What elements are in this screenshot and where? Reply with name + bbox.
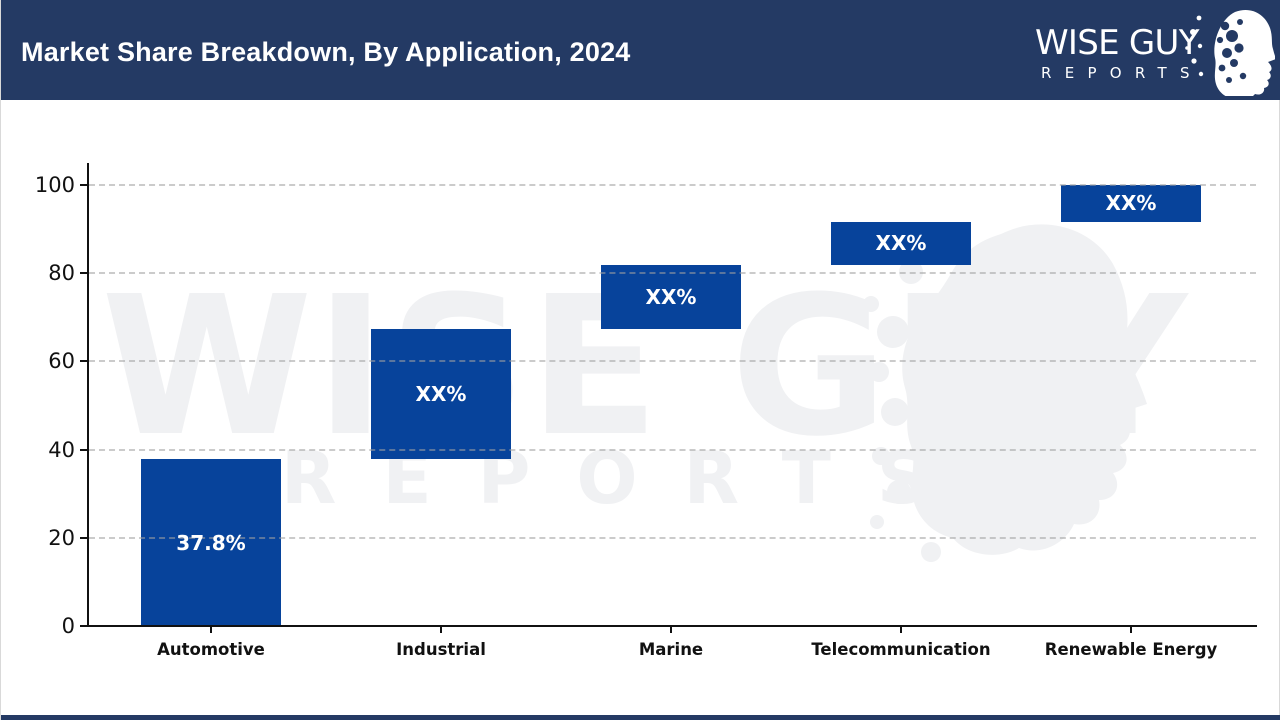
y-tick-label: 60: [48, 349, 75, 374]
header: Market Share Breakdown, By Application, …: [1, 0, 1280, 100]
y-tick-label: 40: [48, 437, 75, 462]
bar-value-label: XX%: [645, 285, 697, 309]
x-tick-mark: [210, 627, 212, 633]
gridline: [89, 536, 1256, 539]
logo-head-icon: [1185, 10, 1275, 96]
logo-text-line2: REPORTS: [1041, 64, 1199, 82]
gridline: [89, 360, 1256, 363]
chart-title: Market Share Breakdown, By Application, …: [21, 37, 631, 67]
y-tick-label: 80: [48, 261, 75, 286]
bar-renewable-energy: [1061, 185, 1201, 222]
x-tick-mark: [900, 627, 902, 633]
y-axis: [87, 163, 89, 627]
bar-telecommunication: [831, 221, 971, 265]
x-tick-mark: [1130, 627, 1132, 633]
gridline: [89, 448, 1256, 451]
category-label: Automotive: [157, 640, 265, 659]
bar-marine: [601, 264, 741, 330]
watermark-head-graphic: [851, 224, 1147, 562]
category-label: Industrial: [396, 640, 486, 659]
logo-text-line1: WISE GUY: [1035, 23, 1200, 63]
gridline: [89, 272, 1256, 275]
y-tick-mark: [80, 536, 88, 539]
category-label: Renewable Energy: [1044, 640, 1218, 659]
x-axis: [87, 625, 1257, 627]
footer-strip: [1, 715, 1280, 720]
gridline: [89, 184, 1256, 186]
y-tick-mark: [80, 184, 88, 186]
x-tick-mark: [440, 627, 442, 633]
bar-value-label: XX%: [875, 231, 927, 256]
wiseguy-logo: WISE GUY REPORTS: [1035, 10, 1275, 96]
y-tick-mark: [80, 625, 88, 627]
category-label: Marine: [638, 640, 704, 659]
bar-automotive: [141, 459, 281, 626]
y-tick-mark: [80, 360, 88, 363]
bar-value-label: XX%: [415, 382, 467, 407]
bar-industrial: [371, 329, 511, 460]
x-tick-mark: [670, 627, 672, 633]
bar-value-label: XX%: [1105, 191, 1157, 216]
bar-value-label: 37.8%: [176, 530, 246, 555]
y-tick-label: 20: [48, 525, 75, 550]
y-tick-label: 100: [34, 173, 75, 197]
y-tick-mark: [80, 448, 88, 451]
category-label: Telecommunication: [811, 640, 991, 659]
y-tick-mark: [80, 272, 88, 275]
y-tick-label: 0: [61, 614, 75, 638]
